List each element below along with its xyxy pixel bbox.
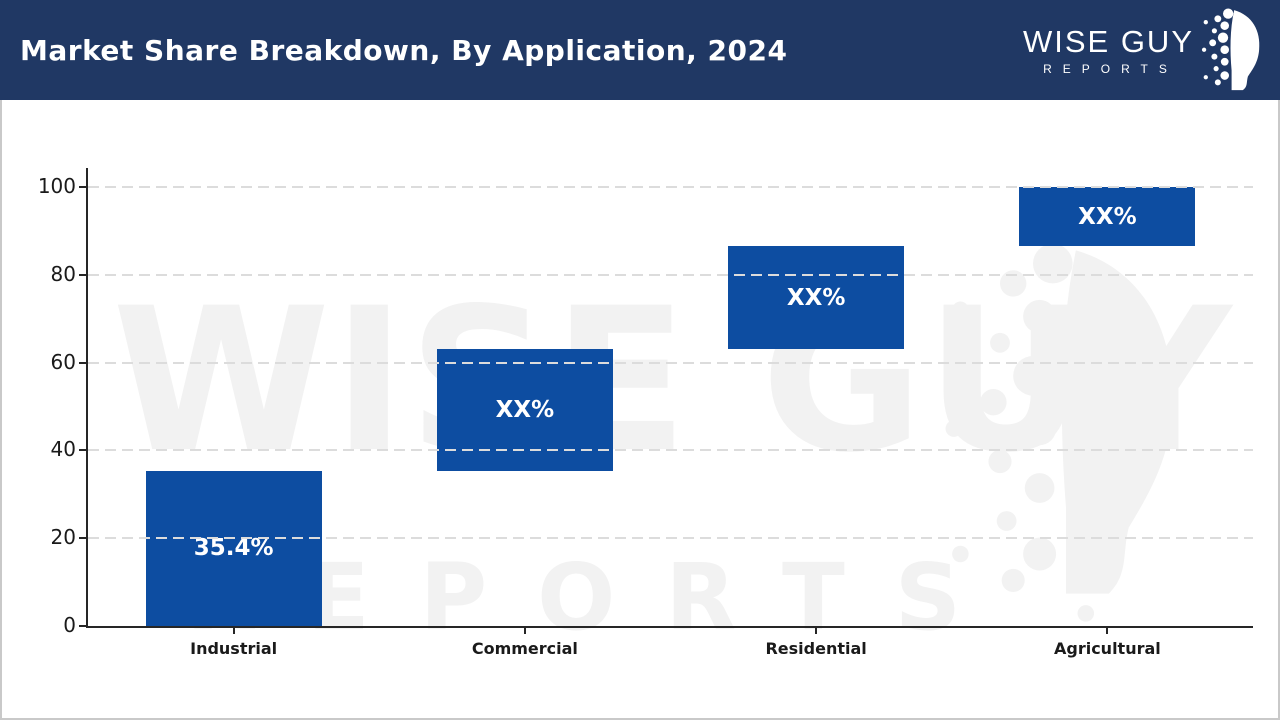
x-category-label: Residential xyxy=(765,639,867,658)
y-axis-tick xyxy=(79,186,86,188)
x-axis-tick xyxy=(1106,627,1109,634)
y-axis-tick xyxy=(79,361,86,364)
y-axis-line xyxy=(86,168,88,628)
y-tick-label: 100 xyxy=(37,174,76,198)
bar-segment: XX% xyxy=(728,246,905,350)
x-axis-line xyxy=(86,626,1253,628)
logo-subtitle: REPORTS xyxy=(1043,62,1178,76)
grid-line xyxy=(88,537,1253,540)
x-axis-tick xyxy=(523,627,526,634)
y-tick-label: 80 xyxy=(50,261,76,286)
y-tick-label: 0 xyxy=(63,613,76,637)
x-axis-tick xyxy=(815,627,818,634)
y-axis-tick xyxy=(79,625,86,627)
x-category-label: Agricultural xyxy=(1053,639,1161,658)
header-bar: Market Share Breakdown, By Application, … xyxy=(0,0,1280,100)
y-tick-label: 40 xyxy=(50,437,76,462)
grid-line xyxy=(88,186,1253,188)
y-tick-label: 60 xyxy=(50,349,76,374)
grid-line xyxy=(88,449,1253,452)
y-axis-tick xyxy=(79,273,86,276)
y-axis-tick xyxy=(79,537,86,540)
x-category-label: Industrial xyxy=(190,639,278,658)
wiseguy-logo-face-icon xyxy=(1180,5,1266,95)
bar-value-label: 35.4% xyxy=(193,535,274,562)
wiseguy-logo: WISE GUY REPORTS xyxy=(1023,5,1280,95)
x-axis-tick xyxy=(232,627,235,634)
bar-value-label: XX% xyxy=(1078,203,1137,230)
x-category-label: Commercial xyxy=(471,639,578,658)
wiseguy-logo-text: WISE GUY REPORTS xyxy=(1023,24,1194,76)
y-axis-tick xyxy=(79,449,86,452)
page-title: Market Share Breakdown, By Application, … xyxy=(20,33,788,67)
grid-line xyxy=(88,273,1253,276)
y-tick-label: 20 xyxy=(50,525,76,550)
logo-wordmark: WISE GUY xyxy=(1022,24,1194,59)
bar-value-label: XX% xyxy=(495,397,555,423)
bar-segment: XX% xyxy=(1019,187,1196,247)
bar-segment: 35.4% xyxy=(145,470,322,626)
bar-value-label: XX% xyxy=(786,284,846,311)
grid-line xyxy=(88,361,1253,364)
bar-segment: XX% xyxy=(436,349,613,471)
